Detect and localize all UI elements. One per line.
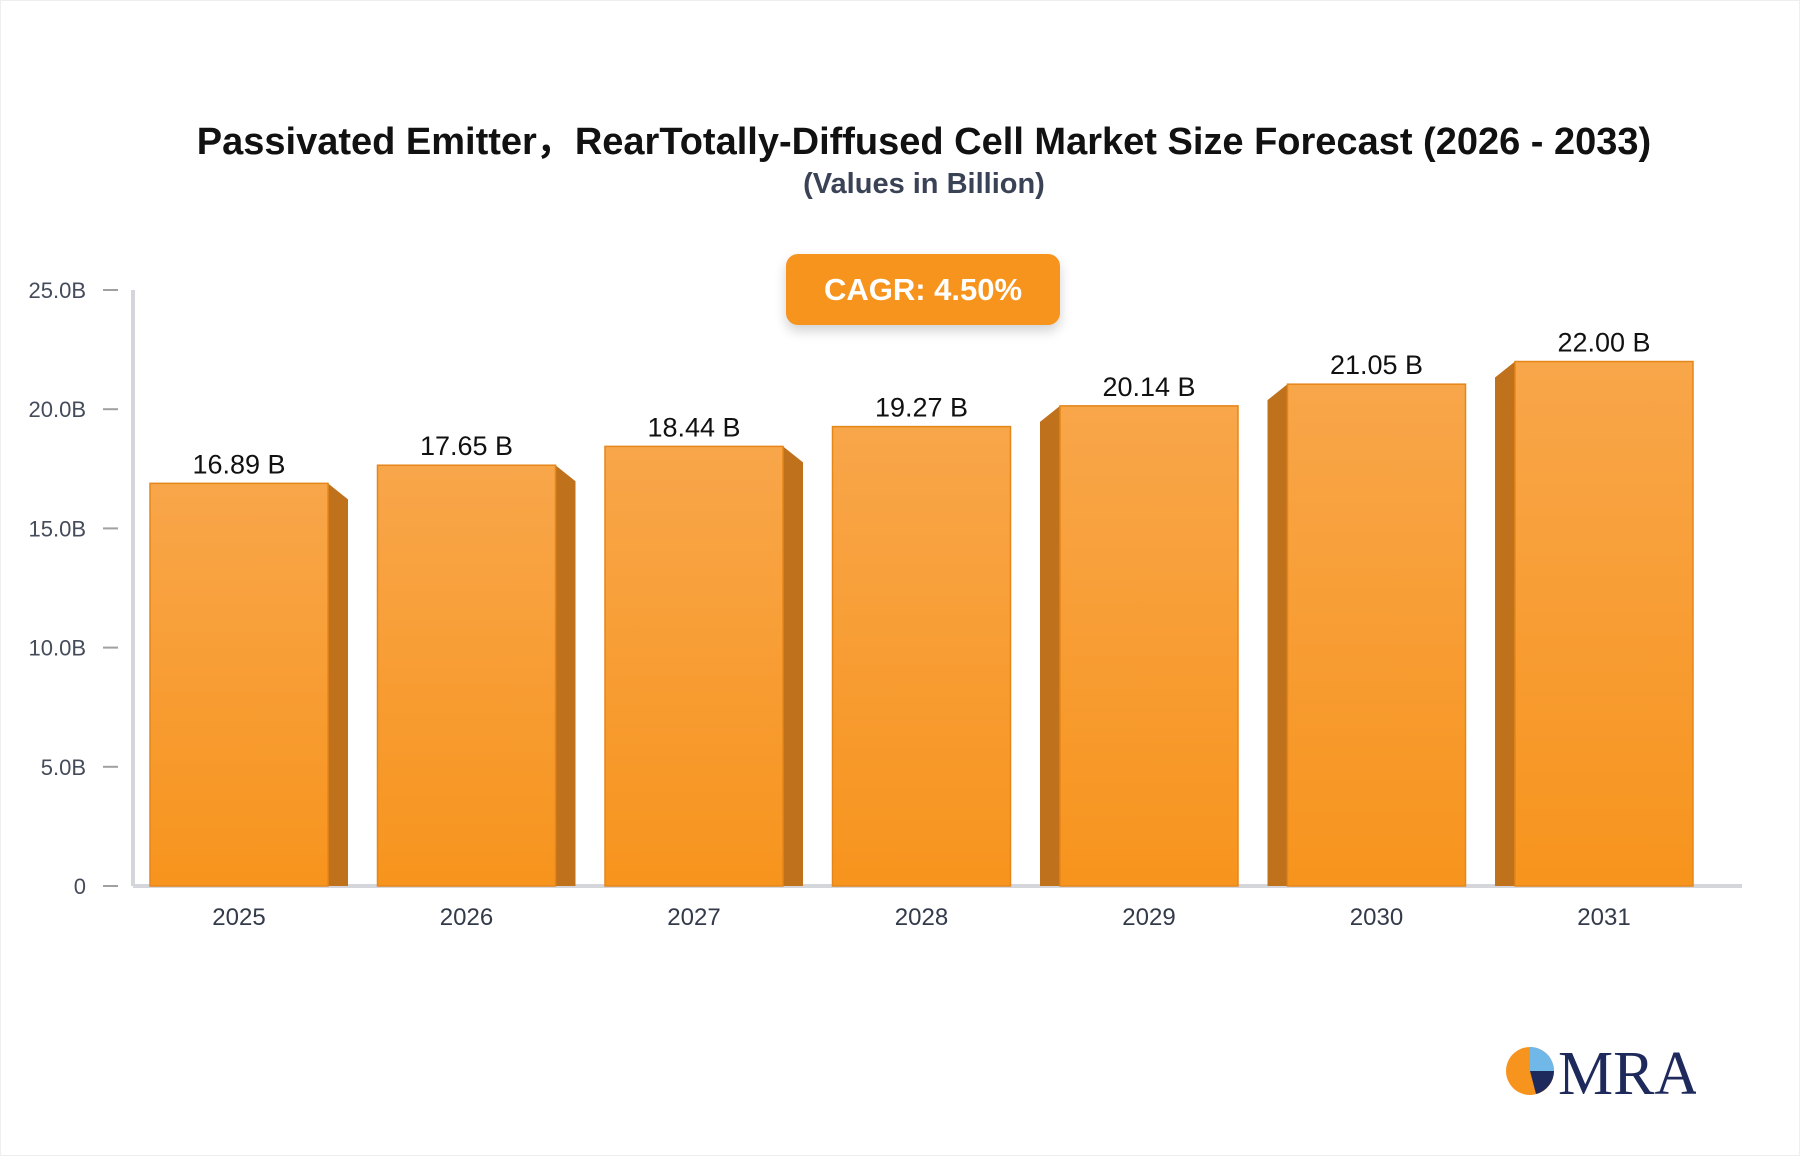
- logo-text: MRA: [1558, 1040, 1696, 1100]
- x-tick-label: 2030: [1350, 904, 1403, 931]
- bar-2028: [831, 425, 1012, 887]
- x-tick-label: 2026: [440, 904, 493, 931]
- bar-2027: [604, 445, 784, 887]
- bar-side: [1267, 384, 1288, 886]
- mra-logo: MRA: [1506, 1040, 1696, 1100]
- x-tick-label: 2025: [212, 904, 265, 931]
- y-tick-label: 5.0B: [41, 755, 86, 780]
- bar-side: [1040, 405, 1060, 886]
- data-label: 20.14 B: [1102, 372, 1195, 402]
- y-tick-label: 0: [74, 874, 86, 899]
- y-tick-label: 25.0B: [29, 278, 87, 303]
- data-label: 16.89 B: [192, 449, 285, 479]
- bar-2029: [1059, 405, 1239, 887]
- x-tick-label: 2029: [1122, 904, 1175, 931]
- data-label: 19.27 B: [875, 393, 968, 423]
- data-label: 21.05 B: [1330, 350, 1423, 380]
- y-tick-label: 20.0B: [29, 397, 87, 422]
- x-tick-label: 2028: [895, 904, 948, 931]
- x-tick-label: 2027: [667, 904, 720, 931]
- bar-2031: [1514, 360, 1694, 887]
- bar-side: [328, 483, 348, 886]
- bar-side: [555, 465, 576, 886]
- chart-subtitle: (Values in Billion): [803, 168, 1045, 200]
- chart-title: Passivated Emitter，RearTotally-Diffused …: [196, 121, 1652, 163]
- bar-2030: [1286, 383, 1467, 887]
- y-tick-label: 10.0B: [29, 636, 87, 661]
- data-label: 22.00 B: [1557, 328, 1650, 358]
- data-label: 18.44 B: [647, 412, 740, 442]
- bar-2026: [376, 464, 557, 887]
- bar-2025: [149, 482, 329, 887]
- bar-side: [783, 446, 803, 886]
- cagr-badge: CAGR: 4.50%: [786, 254, 1060, 325]
- y-tick-label: 15.0B: [29, 516, 87, 541]
- bar-side: [1495, 361, 1515, 886]
- data-label: 17.65 B: [420, 431, 513, 461]
- x-tick-label: 2031: [1577, 904, 1630, 931]
